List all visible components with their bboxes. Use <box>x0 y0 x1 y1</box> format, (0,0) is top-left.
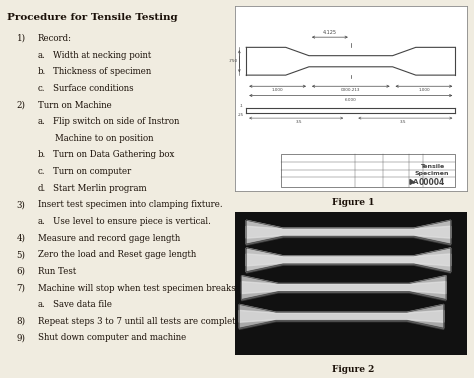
Text: Use level to ensure piece is vertical.: Use level to ensure piece is vertical. <box>53 217 211 226</box>
Polygon shape <box>246 236 451 245</box>
Text: .25: .25 <box>237 113 244 117</box>
Text: Measure and record gage length: Measure and record gage length <box>38 234 180 243</box>
Polygon shape <box>246 248 451 272</box>
Text: 00004: 00004 <box>419 178 445 187</box>
Text: .750: .750 <box>229 59 238 63</box>
Text: a.: a. <box>38 217 46 226</box>
Text: 1): 1) <box>17 34 26 43</box>
Text: .1: .1 <box>240 104 244 108</box>
Text: Surface conditions: Surface conditions <box>53 84 134 93</box>
Text: 9): 9) <box>17 333 26 342</box>
Text: Turn on Data Gathering box: Turn on Data Gathering box <box>53 150 174 160</box>
Text: Figure 2: Figure 2 <box>332 365 374 374</box>
Text: 1.000: 1.000 <box>418 88 430 93</box>
Text: a.: a. <box>38 300 46 309</box>
Text: a.: a. <box>38 117 46 126</box>
Text: Flip switch on side of Instron: Flip switch on side of Instron <box>53 117 180 126</box>
Text: Run Test: Run Test <box>38 267 76 276</box>
Text: 3.5: 3.5 <box>295 120 302 124</box>
Text: 4): 4) <box>17 234 26 243</box>
Polygon shape <box>410 180 414 184</box>
Text: Start Merlin program: Start Merlin program <box>53 184 147 193</box>
Text: Zero the load and Reset gage length: Zero the load and Reset gage length <box>38 250 196 259</box>
Text: Width at necking point: Width at necking point <box>53 51 151 60</box>
Text: 0000.213: 0000.213 <box>341 88 361 93</box>
Text: 2): 2) <box>17 101 26 110</box>
Text: 5): 5) <box>17 250 26 259</box>
Text: b.: b. <box>38 67 46 76</box>
Text: Thickness of specimen: Thickness of specimen <box>53 67 151 76</box>
Text: b.: b. <box>38 150 46 160</box>
Text: 3): 3) <box>17 200 26 209</box>
Text: Specimen: Specimen <box>415 171 449 176</box>
Polygon shape <box>246 254 451 266</box>
Text: Insert test specimen into clamping fixture.: Insert test specimen into clamping fixtu… <box>38 200 223 209</box>
Text: Record:: Record: <box>38 34 72 43</box>
Polygon shape <box>242 276 446 299</box>
Text: 7): 7) <box>17 284 26 293</box>
Polygon shape <box>246 226 451 238</box>
Text: Shut down computer and machine: Shut down computer and machine <box>38 333 186 342</box>
Text: A: A <box>413 179 419 185</box>
Text: Procedure for Tensile Testing: Procedure for Tensile Testing <box>7 13 178 22</box>
Text: Save data file: Save data file <box>53 300 112 309</box>
Text: a.: a. <box>38 51 46 60</box>
Polygon shape <box>242 292 446 301</box>
Polygon shape <box>239 321 444 329</box>
Text: Turn on computer: Turn on computer <box>53 167 131 176</box>
Text: 8): 8) <box>17 317 26 326</box>
Text: 1.000: 1.000 <box>272 88 283 93</box>
Text: 3.5: 3.5 <box>400 120 406 124</box>
Polygon shape <box>239 304 444 328</box>
Polygon shape <box>239 310 444 322</box>
Text: c.: c. <box>38 84 46 93</box>
Text: Turn on Machine: Turn on Machine <box>38 101 112 110</box>
Text: Machine will stop when test specimen breaks: Machine will stop when test specimen bre… <box>38 284 236 293</box>
Polygon shape <box>242 282 446 294</box>
Text: 6): 6) <box>17 267 26 276</box>
Text: 6.000: 6.000 <box>345 98 356 102</box>
Text: 4.125: 4.125 <box>323 30 337 35</box>
Text: d.: d. <box>38 184 46 193</box>
Polygon shape <box>246 264 451 273</box>
Polygon shape <box>246 220 451 244</box>
Text: Tensile: Tensile <box>420 164 444 169</box>
Text: Figure 1: Figure 1 <box>332 198 374 208</box>
Bar <box>281 154 455 187</box>
Text: Repeat steps 3 to 7 until all tests are complete: Repeat steps 3 to 7 until all tests are … <box>38 317 241 326</box>
Text: Machine to on position: Machine to on position <box>55 134 153 143</box>
Text: c.: c. <box>38 167 46 176</box>
